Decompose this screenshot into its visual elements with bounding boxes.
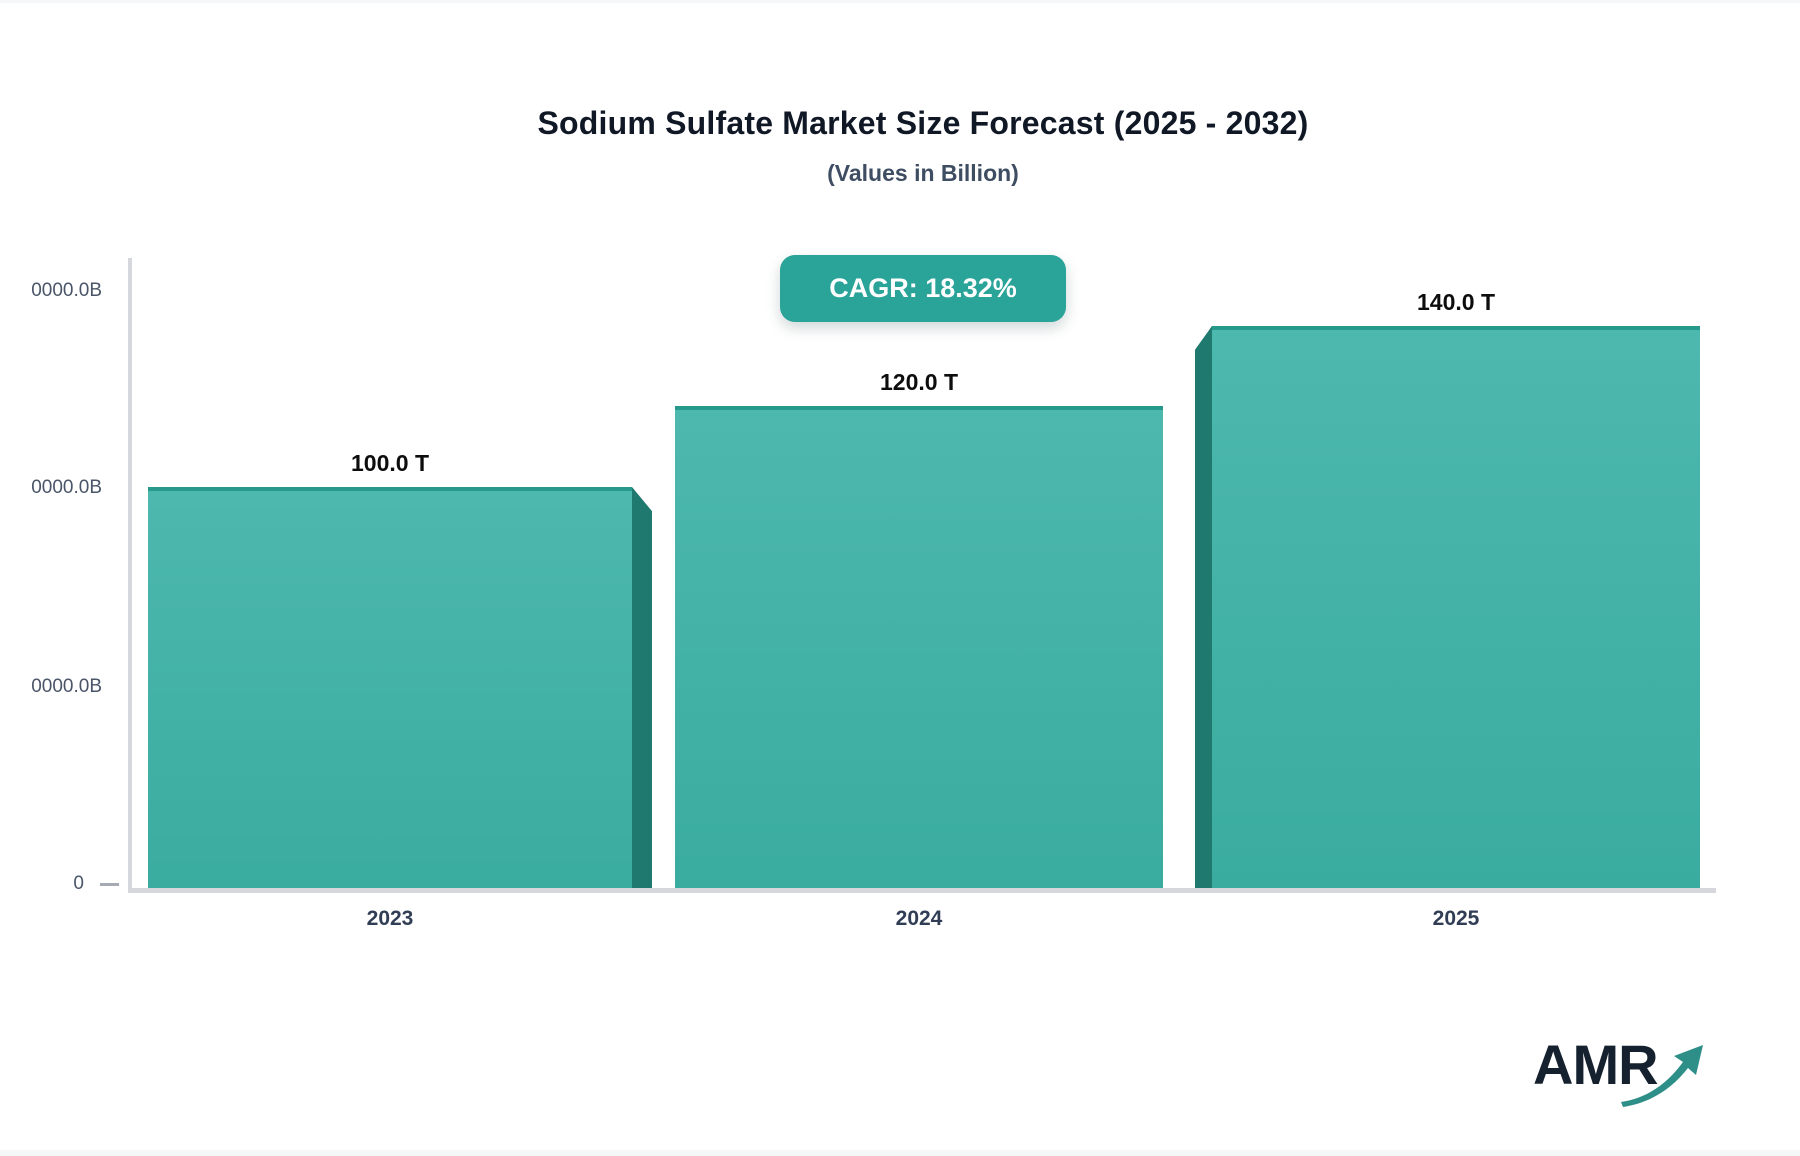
y-tick-label-zero: 0 [73,873,84,894]
bar-value-label: 140.0 T [1417,289,1495,315]
y-tick-label: 0000.0B [31,280,102,301]
amr-logo: AMR [1533,1032,1713,1112]
bottom-edge-strip [0,1150,1800,1156]
y-tick-label: 0000.0B [31,477,102,498]
bar-value-label: 100.0 T [351,450,429,476]
chart-title: Sodium Sulfate Market Size Forecast (202… [537,105,1309,141]
growth-arrow-icon [1621,1045,1703,1107]
cagr-badge: CAGR: 18.32% [780,255,1066,322]
amr-logo-text: AMR [1533,1033,1659,1096]
cagr-badge-label: CAGR: 18.32% [829,273,1017,303]
bar-2025-3d-side [1195,326,1212,890]
chart-subtitle: (Values in Billion) [827,160,1019,186]
bar-2024 [675,406,1163,890]
zero-tick-dash [100,883,119,886]
x-tick-label-2024: 2024 [895,907,943,930]
x-tick-label-2023: 2023 [366,907,414,930]
bar-2023 [148,487,632,890]
y-axis-line [128,258,132,890]
x-axis-line [128,888,1716,893]
bar-2025 [1212,326,1700,890]
top-edge-strip [0,0,1800,3]
x-tick-label-2025: 2025 [1432,907,1480,930]
bar-value-label: 120.0 T [880,369,958,395]
y-tick-label: 0000.0B [31,676,102,697]
bar-2023-3d-side [632,487,652,890]
